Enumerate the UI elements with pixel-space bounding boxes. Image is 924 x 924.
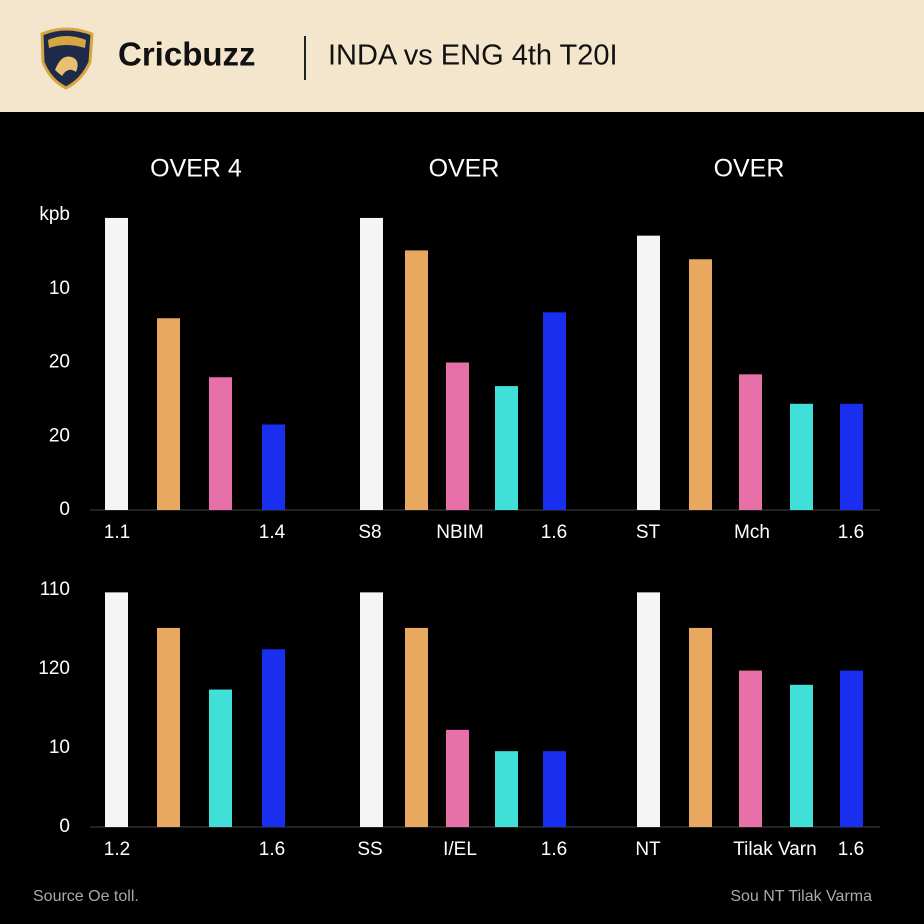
x-label: 1.4 [259, 522, 286, 543]
bar [405, 627, 428, 827]
x-label: NT [635, 839, 661, 860]
bar [637, 592, 660, 827]
bar [840, 670, 863, 827]
x-label: SS [357, 839, 382, 860]
x-label: S8 [358, 522, 381, 543]
bar [495, 751, 518, 827]
bar [209, 377, 232, 510]
bar [689, 259, 712, 510]
x-label: 1.6 [838, 839, 864, 860]
bar [405, 250, 428, 510]
bar [790, 403, 813, 510]
y-label: 20 [49, 425, 70, 446]
logo [40, 27, 94, 90]
x-label: 1.6 [541, 522, 567, 543]
bar [637, 235, 660, 510]
bar [446, 362, 469, 510]
brand: Cricbuzz [118, 36, 256, 73]
y-label: 0 [59, 816, 70, 837]
bar [360, 217, 383, 510]
x-label: 1.1 [104, 522, 130, 543]
x-label: Mch [734, 522, 770, 543]
header-bar [0, 0, 924, 112]
bar [105, 217, 128, 510]
y-label: 10 [49, 278, 70, 299]
match-title: INDA vs ENG 4th T20I [328, 40, 618, 72]
x-label: 1.6 [259, 839, 285, 860]
bar [840, 403, 863, 510]
bar [790, 684, 813, 827]
bar [360, 592, 383, 827]
y-label: 120 [38, 658, 70, 679]
y-label: kpb [39, 204, 70, 225]
x-label: Tilak Varn [733, 839, 816, 860]
bar [495, 386, 518, 510]
x-label: NBIM [436, 522, 484, 543]
bar [739, 374, 762, 510]
y-label: 110 [40, 579, 70, 600]
footer-source: Source Oe toll. [33, 888, 139, 905]
bar [262, 424, 285, 510]
bar [105, 592, 128, 827]
panel-title: OVER [714, 155, 785, 183]
y-label: 0 [59, 499, 70, 520]
bar [157, 627, 180, 827]
bar [446, 729, 469, 827]
y-label: 10 [49, 737, 70, 758]
panel-title: OVER 4 [150, 155, 242, 183]
x-label: I/EL [443, 839, 477, 860]
bar [689, 627, 712, 827]
bar [543, 312, 566, 510]
x-label: 1.6 [838, 522, 864, 543]
y-label: 20 [49, 352, 70, 373]
bar [739, 670, 762, 827]
x-label: 1.2 [104, 839, 130, 860]
footer-credit: Sou NT Tilak Varma [730, 888, 872, 905]
x-label: ST [636, 522, 661, 543]
x-label: 1.6 [541, 839, 567, 860]
bar [262, 649, 285, 827]
bar [209, 689, 232, 827]
bar [543, 751, 566, 827]
bar [157, 318, 180, 510]
panel-title: OVER [429, 155, 500, 183]
